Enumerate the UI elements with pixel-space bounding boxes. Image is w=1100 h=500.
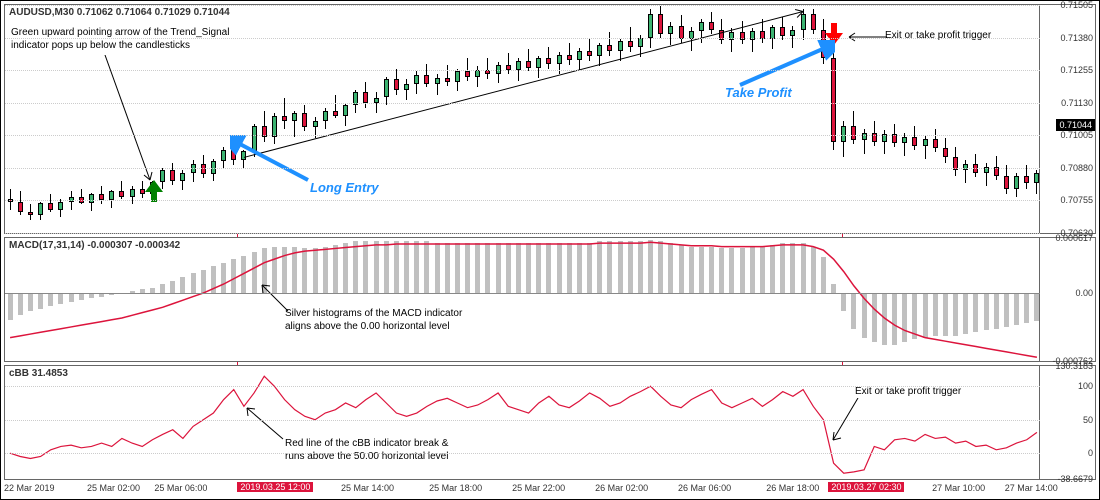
time-x-axis: 22 Mar 201925 Mar 02:0025 Mar 06:002019.… [4,482,1096,496]
cbb-exit-anno: Exit or take profit trigger [855,386,961,399]
macd-y-axis: 0.0006170.00-0.000762 [1039,238,1095,361]
macd-chart-area [5,238,1040,361]
trend-signal-anno: Green upward pointing arrow of the Trend… [11,27,229,52]
price-y-axis: 0.715050.713800.712550.711300.710050.708… [1039,5,1095,233]
cbb-panel[interactable]: cBB 31.4853 130.3183100500-38.6679 Red l… [4,365,1096,480]
long-entry-label: Long Entry [310,180,379,196]
macd-anno: Silver histograms of the MACD indicator … [285,308,462,333]
cbb-chart-area [5,366,1040,479]
exit-trigger-anno: Exit or take profit trigger [885,30,991,43]
take-profit-arrow-icon [735,40,835,90]
chart-container: AUDUSD,M30 0.71062 0.71064 0.71029 0.710… [0,0,1100,500]
price-chart-panel[interactable]: AUDUSD,M30 0.71062 0.71064 0.71029 0.710… [4,4,1096,234]
macd-panel[interactable]: MACD(17,31,14) -0.000307 -0.000342 0.000… [4,237,1096,362]
anno1-pointer-arrow-icon [100,55,155,185]
cbb-y-axis: 130.3183100500-38.6679 [1039,366,1095,479]
cbb-anno-arrow-icon [245,406,285,441]
long-entry-arrow-icon [230,135,310,185]
macd-anno-arrow-icon [260,283,290,313]
cbb-anno: Red line of the cBB indicator break & ru… [285,438,448,463]
